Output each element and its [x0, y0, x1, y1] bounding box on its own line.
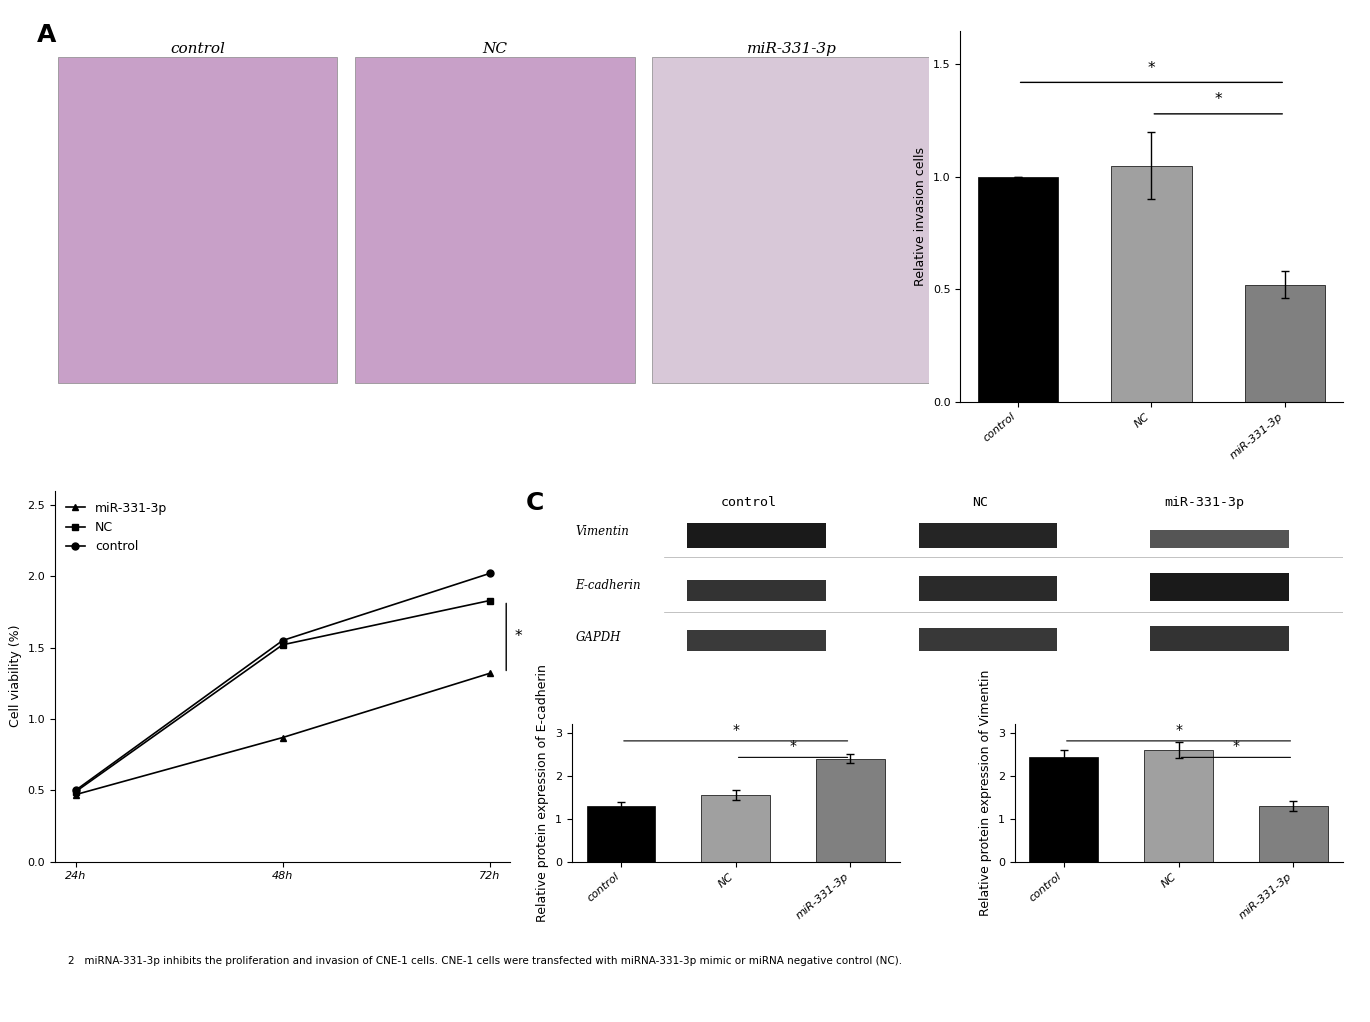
Bar	[1144, 750, 1212, 862]
Bar	[1029, 756, 1099, 862]
miR-331-3p	[274, 732, 290, 744]
NC	[67, 786, 84, 798]
Y-axis label: Relative protein expression of E-cadherin: Relative protein expression of E-cadheri…	[536, 664, 549, 922]
Text: 2   miRNA-331-3p inhibits the proliferation and invasion of CNE-1 cells. CNE-1 c: 2 miRNA-331-3p inhibits the proliferatio…	[67, 956, 901, 966]
Text: miR-331-3p: miR-331-3p	[747, 42, 837, 56]
miR-331-3p	[481, 667, 497, 680]
FancyBboxPatch shape	[1149, 626, 1289, 651]
Text: E-cadherin: E-cadherin	[575, 578, 641, 592]
FancyBboxPatch shape	[688, 579, 826, 601]
control	[274, 635, 290, 647]
Bar	[701, 795, 770, 862]
Bar	[817, 758, 885, 862]
Text: *: *	[732, 723, 740, 737]
Text: *: *	[789, 739, 796, 753]
Text: miR-331-3p: miR-331-3p	[1164, 496, 1244, 509]
Text: *: *	[1175, 723, 1182, 737]
Text: *: *	[515, 629, 522, 644]
Bar	[1259, 806, 1328, 862]
Text: control: control	[170, 42, 225, 56]
Text: control: control	[721, 496, 777, 509]
Line: miR-331-3p: miR-331-3p	[73, 669, 493, 798]
Y-axis label: Relative protein expression of Vimentin: Relative protein expression of Vimentin	[980, 669, 992, 917]
Text: *: *	[1148, 60, 1155, 76]
FancyBboxPatch shape	[688, 630, 826, 651]
FancyBboxPatch shape	[919, 576, 1058, 601]
FancyBboxPatch shape	[355, 56, 634, 383]
Text: A: A	[37, 24, 56, 47]
miR-331-3p	[67, 789, 84, 801]
Y-axis label: Cell viability (%): Cell viability (%)	[8, 624, 22, 728]
Bar	[978, 177, 1058, 402]
FancyBboxPatch shape	[58, 56, 337, 383]
Y-axis label: Relative invasion cells: Relative invasion cells	[914, 147, 927, 286]
Text: Vimentin: Vimentin	[575, 525, 629, 539]
control	[481, 567, 497, 579]
Text: NC: NC	[973, 496, 988, 509]
Text: *: *	[1233, 739, 1240, 753]
Line: control: control	[73, 570, 493, 794]
Text: C: C	[526, 491, 544, 515]
FancyBboxPatch shape	[1149, 572, 1289, 601]
control	[67, 784, 84, 796]
Bar	[1111, 166, 1192, 402]
Text: NC: NC	[482, 42, 507, 56]
Line: NC: NC	[73, 597, 493, 795]
Bar	[586, 806, 655, 862]
FancyBboxPatch shape	[688, 523, 826, 548]
FancyBboxPatch shape	[1149, 530, 1289, 548]
FancyBboxPatch shape	[919, 629, 1058, 651]
FancyBboxPatch shape	[919, 523, 1058, 548]
NC	[274, 639, 290, 651]
Bar	[1245, 285, 1325, 402]
Text: GAPDH: GAPDH	[575, 631, 621, 644]
NC	[481, 595, 497, 607]
Legend: miR-331-3p, NC, control: miR-331-3p, NC, control	[62, 497, 173, 558]
Text: *: *	[1214, 92, 1222, 107]
FancyBboxPatch shape	[652, 56, 932, 383]
